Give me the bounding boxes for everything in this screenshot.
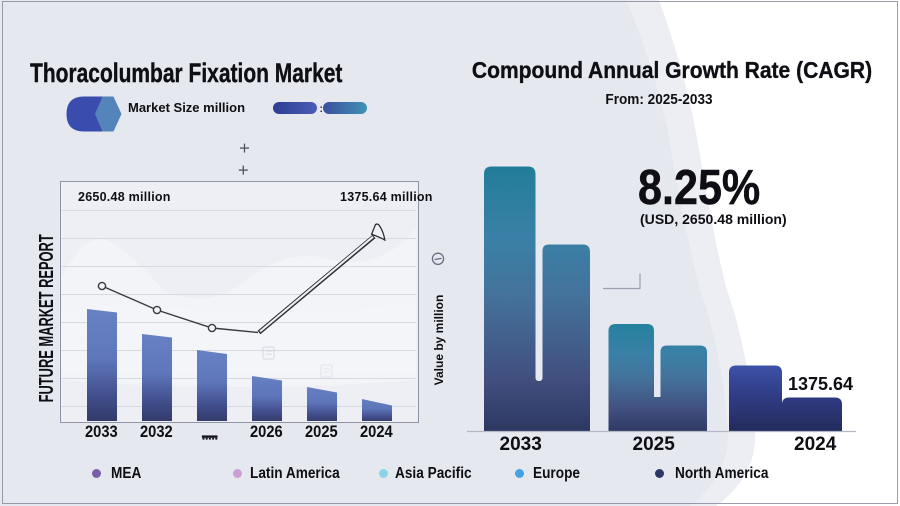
svg-text::: : xyxy=(320,104,323,115)
